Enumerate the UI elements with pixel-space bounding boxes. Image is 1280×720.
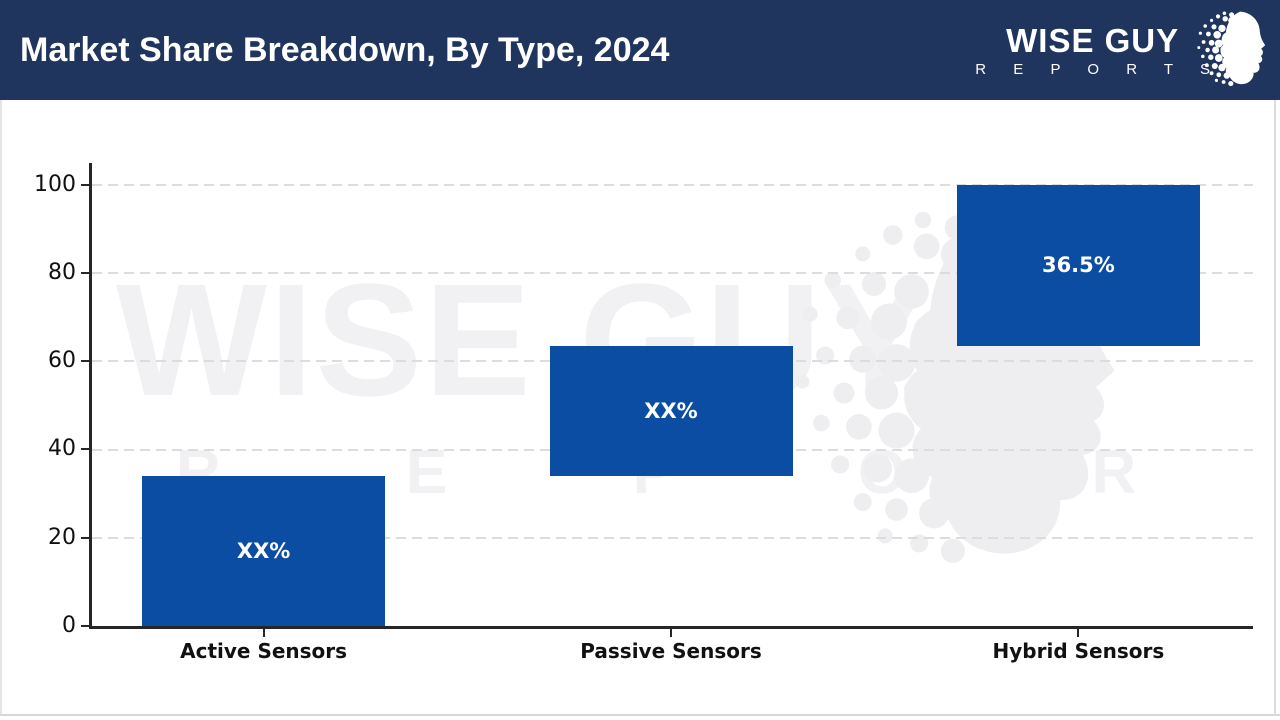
y-axis-tick-label: 20: [48, 524, 76, 550]
y-axis-tick-mark: [81, 448, 89, 451]
bar-active-sensors: XX%: [142, 475, 386, 626]
x-axis-tick-mark: [670, 629, 672, 637]
x-axis-category-label: Hybrid Sensors: [992, 639, 1165, 663]
gridline-y80: [92, 271, 1253, 274]
bottom-edge-rule: [0, 714, 1280, 716]
wiseguy-logo-wordmark: WISE GUY: [1006, 21, 1180, 59]
x-axis-category-label: Active Sensors: [180, 639, 348, 663]
y-axis-tick-mark: [81, 360, 89, 363]
gridline-y20: [92, 536, 1253, 539]
y-axis-tick-mark: [81, 183, 89, 186]
bar-value-label: XX%: [236, 538, 291, 563]
wiseguy-logo-text: WISE GUY R E P O R T S: [975, 24, 1210, 77]
page-title: Market Share Breakdown, By Type, 2024: [20, 30, 670, 69]
y-axis-tick-label: 40: [48, 436, 76, 462]
wiseguy-logo-subtitle: R E P O R T S: [975, 60, 1222, 78]
x-axis-category-label: Passive Sensors: [580, 639, 762, 663]
x-axis-tick-mark: [262, 629, 265, 637]
bar-hybrid-sensors: 36.5%: [956, 184, 1200, 346]
y-axis-tick-label: 0: [62, 613, 76, 638]
y-axis-tick-label: 60: [48, 348, 76, 374]
y-axis-tick-label: 100: [34, 171, 76, 197]
bar-value-label: 36.5%: [1041, 253, 1115, 278]
left-edge-rule: [0, 100, 2, 716]
x-axis-tick-mark: [1077, 629, 1080, 637]
watermark-wordmark: WISE GUY: [116, 250, 933, 429]
bar-value-label: XX%: [644, 398, 698, 423]
right-edge-rule: [1274, 100, 1276, 716]
gridline-y100: [92, 183, 1253, 186]
y-axis-tick-mark: [81, 625, 89, 627]
y-axis-tick-mark: [81, 271, 89, 274]
y-axis-tick-label: 80: [48, 259, 76, 285]
bar-passive-sensors: XX%: [549, 345, 793, 476]
header-bar: Market Share Breakdown, By Type, 2024 WI…: [0, 0, 1280, 100]
wiseguy-logo: WISE GUY R E P O R T S: [975, 7, 1274, 93]
plot-area: XX% XX% 36.5%: [89, 163, 1253, 629]
y-axis-tick-mark: [81, 536, 89, 539]
